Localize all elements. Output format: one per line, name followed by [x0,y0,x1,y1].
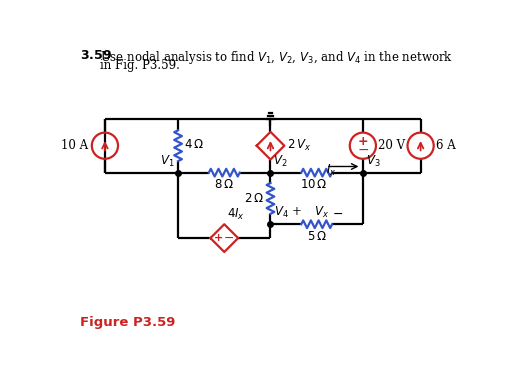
Text: $2\,V_x$: $2\,V_x$ [288,138,312,153]
Text: in Fig. P3.59.: in Fig. P3.59. [101,59,180,73]
Text: $5\,\Omega$: $5\,\Omega$ [307,230,327,244]
Text: $10\,\Omega$: $10\,\Omega$ [300,178,327,191]
Text: $V_1$: $V_1$ [160,154,174,169]
Text: $V_4$ +: $V_4$ + [274,204,302,220]
Text: Figure P3.59: Figure P3.59 [80,316,176,329]
Text: 10 A: 10 A [61,139,88,152]
Text: $4I_x$: $4I_x$ [227,207,245,222]
Text: 6 A: 6 A [436,139,456,152]
Text: $V_3$: $V_3$ [366,154,380,169]
Text: $4\,\Omega$: $4\,\Omega$ [184,138,204,150]
Text: +: + [357,135,368,147]
Text: $I_x$: $I_x$ [326,163,337,178]
Text: $2\,\Omega$: $2\,\Omega$ [244,192,264,205]
Text: −: − [224,231,234,245]
Text: Use nodal analysis to find $V_1$, $V_2$, $V_3$, and $V_4$ in the network: Use nodal analysis to find $V_1$, $V_2$,… [101,49,453,66]
Text: 20 V: 20 V [378,139,405,152]
Text: +: + [214,233,224,243]
Text: $8\,\Omega$: $8\,\Omega$ [214,178,234,191]
Text: −: − [357,143,369,157]
Text: $-$: $-$ [332,207,343,220]
Text: $\mathbf{3.59}$: $\mathbf{3.59}$ [80,49,113,62]
Text: $V_2$: $V_2$ [273,154,287,169]
Text: $V_x$: $V_x$ [314,204,329,220]
